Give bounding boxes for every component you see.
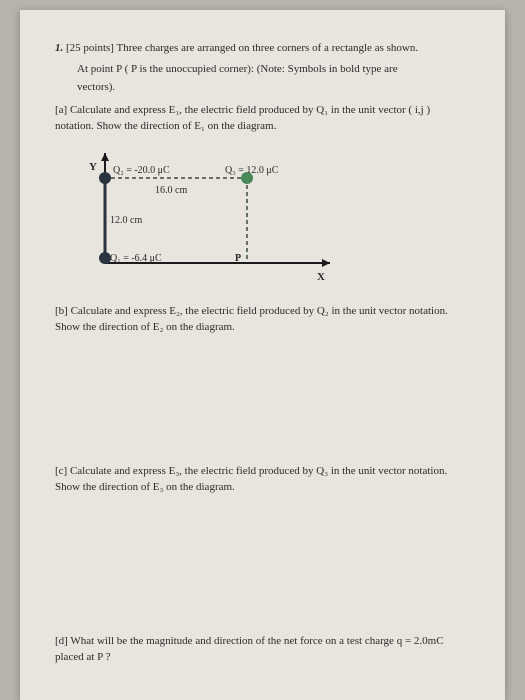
width-dimension: 16.0 cm bbox=[155, 183, 187, 198]
part-a-text: [a] Calculate and express E₁, the electr… bbox=[55, 102, 470, 135]
charge-q2-label: Q₂ = -20.0 μC bbox=[113, 163, 170, 178]
diagram: Y X Q₂ = -20.0 μC Q₃ = 12.0 μC Q₁ = -6.4… bbox=[85, 153, 345, 283]
question-intro-3: vectors). bbox=[77, 79, 470, 96]
question-header: 1. [25 points] Three charges are arrange… bbox=[55, 40, 470, 57]
question-points: [25 points] bbox=[66, 42, 114, 54]
charge-q3-label: Q₃ = 12.0 μC bbox=[225, 163, 278, 178]
point-p-label: P bbox=[235, 251, 241, 266]
part-d-text: [d] What will be the magnitude and direc… bbox=[55, 633, 470, 693]
question-intro-1: Three charges are arranged on three corn… bbox=[117, 42, 419, 54]
x-axis-label: X bbox=[317, 269, 325, 286]
page: 1. [25 points] Three charges are arrange… bbox=[20, 10, 505, 700]
y-axis-label: Y bbox=[89, 159, 97, 176]
charge-q2-dot bbox=[99, 172, 111, 184]
charge-q1-label: Q₁ = -6.4 μC bbox=[110, 251, 162, 266]
question-intro-2: At point P ( P is the unoccupied corner)… bbox=[77, 61, 470, 78]
question-number: 1. bbox=[55, 42, 63, 54]
height-dimension: 12.0 cm bbox=[110, 213, 142, 228]
part-b-text: [b] Calculate and express E₂, the electr… bbox=[55, 303, 470, 363]
part-c-text: [c] Calculate and express E₃, the electr… bbox=[55, 463, 470, 523]
